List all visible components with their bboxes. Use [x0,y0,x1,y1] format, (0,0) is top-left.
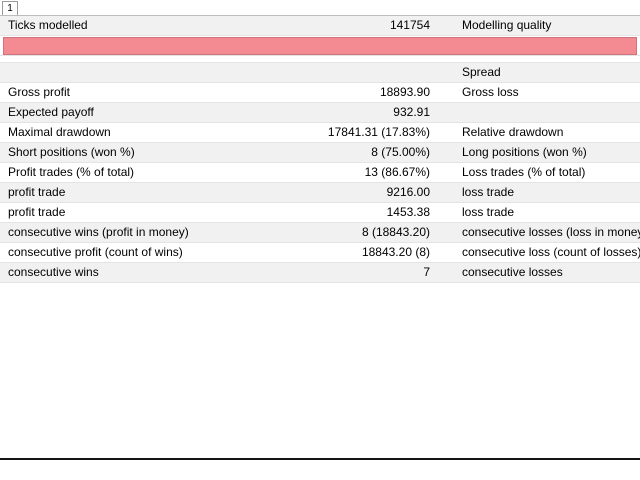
row-label-2: Loss trades (% of total) [462,165,586,179]
row-gross-profit: Gross profit 18893.90 Gross loss [0,83,640,103]
row-value-1: 7 [423,265,430,279]
row-label-2: consecutive losses (loss in money) [462,225,640,239]
row-label-1: Maximal drawdown [8,125,111,139]
row-label-1: profit trade [8,185,66,199]
row-label-2: loss trade [462,205,515,219]
row-label-2: consecutive losses [462,265,563,279]
row-spread: Spread [0,63,640,83]
report-table: Ticks modelled 141754 Modelling quality … [0,15,640,283]
row-consecutive-wins-money: consecutive wins (profit in money) 8 (18… [0,223,640,243]
row-label-2: Modelling quality [462,18,552,32]
row-value-1: 8 (18843.20) [361,225,430,239]
row-value-1: 141754 [389,18,430,32]
row-label-1: Gross profit [8,85,71,99]
row-profit-trades: Profit trades (% of total) 13 (86.67%) L… [0,163,640,183]
row-label-1: profit trade [8,205,66,219]
row-modelling-quality-bar [0,36,640,56]
row-label-1 [0,63,430,82]
row-value-1: 932.91 [393,105,430,119]
row-value-1: 18843.20 (8) [361,245,430,259]
row-label-1: Profit trades (% of total) [8,165,135,179]
row-maximal-drawdown: Maximal drawdown 17841.31 (17.83%) Relat… [0,123,640,143]
row-label-1: consecutive wins (profit in money) [8,225,189,239]
row-label-2: Relative drawdown [462,125,564,139]
row-label-1: Short positions (won %) [8,145,135,159]
row-spacer [0,56,640,63]
row-label-2: Long positions (won %) [462,145,587,159]
row-value-1: 13 (86.67%) [364,165,430,179]
row-consecutive-profit-count: consecutive profit (count of wins) 18843… [0,243,640,263]
row-expected-payoff: Expected payoff 932.91 [0,103,640,123]
row-short-positions: Short positions (won %) 8 (75.00%) Long … [0,143,640,163]
row-label-1: consecutive wins [8,265,99,279]
row-label-2: consecutive loss (count of losses) [462,245,640,259]
row-value-1: 17841.31 (17.83%) [327,125,430,139]
modelling-quality-bar [3,37,637,55]
row-value-1: 8 (75.00%) [371,145,430,159]
row-ticks-modelled: Ticks modelled 141754 Modelling quality [0,16,640,36]
row-label-1: consecutive profit (count of wins) [8,245,183,259]
bottom-divider [0,458,640,460]
tab-timeframe[interactable]: 1 [2,1,18,15]
row-consecutive-wins: consecutive wins 7 consecutive losses [0,263,640,283]
row-value-1: 18893.90 [379,85,430,99]
tab-strip: 1 [0,0,640,15]
row-value-1: 9216.00 [386,185,430,199]
row-label-2: Spread [462,65,501,79]
row-value-1: 1453.38 [386,205,430,219]
row-label-1: Ticks modelled [8,18,88,32]
row-profit-trade-2: profit trade 1453.38 loss trade [0,203,640,223]
row-profit-trade-1: profit trade 9216.00 loss trade [0,183,640,203]
row-label-2: Gross loss [462,85,519,99]
row-label-2: loss trade [462,185,515,199]
row-label-1: Expected payoff [8,105,94,119]
